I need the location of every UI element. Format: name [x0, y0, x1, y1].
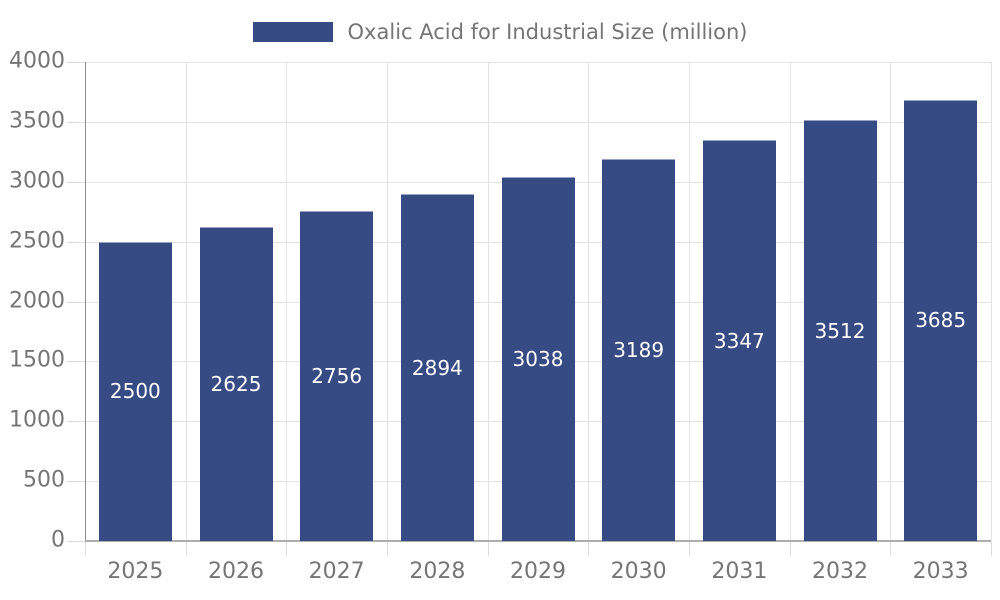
- y-axis-tick: [67, 301, 85, 303]
- legend[interactable]: Oxalic Acid for Industrial Size (million…: [0, 14, 1000, 50]
- x-axis-tick: [387, 542, 388, 556]
- bar-2026[interactable]: [199, 226, 273, 541]
- y-tick-label: 1000: [9, 407, 65, 433]
- x-gridline: [991, 62, 992, 541]
- y-axis-tick: [67, 181, 85, 183]
- x-gridline: [487, 62, 489, 541]
- y-tick-label: 3000: [9, 168, 65, 194]
- x-gridline: [387, 62, 388, 541]
- x-tick-label: 2026: [207, 559, 264, 584]
- x-axis-tick: [890, 542, 892, 556]
- x-gridline: [890, 62, 892, 541]
- y-tick-label: 3500: [9, 108, 65, 134]
- x-tick-label: 2031: [711, 559, 768, 584]
- x-axis-tick: [85, 542, 86, 556]
- x-gridline: [286, 62, 288, 541]
- x-axis-tick: [689, 542, 690, 556]
- x-tick-label: 2029: [509, 559, 566, 584]
- x-axis-tick: [991, 542, 992, 556]
- legend-label: Oxalic Acid for Industrial Size (million…: [347, 19, 748, 44]
- y-gridline: [85, 62, 991, 63]
- y-axis-tick: [67, 241, 85, 243]
- y-tick-label: 500: [23, 467, 65, 493]
- y-tick-label: 4000: [9, 48, 65, 74]
- x-axis-tick: [789, 542, 791, 556]
- bar-2032[interactable]: [803, 120, 877, 541]
- y-tick-label: 2000: [9, 288, 65, 314]
- x-tick-label: 2030: [610, 559, 667, 584]
- x-gridline: [689, 62, 690, 541]
- y-axis-tick: [67, 121, 85, 123]
- y-axis-tick: [67, 421, 85, 423]
- y-axis-tick: [67, 361, 85, 363]
- x-gridline: [185, 62, 187, 541]
- bar-2031[interactable]: [702, 140, 776, 541]
- y-tick-label: 2500: [9, 228, 65, 254]
- x-tick-label: 2028: [409, 559, 466, 584]
- y-gridline: [85, 121, 991, 123]
- bar-2027[interactable]: [300, 210, 374, 541]
- bar-2033[interactable]: [904, 99, 978, 541]
- y-axis-tick: [67, 62, 85, 63]
- x-gridline: [588, 62, 590, 541]
- y-axis-line: [85, 62, 86, 541]
- y-axis-tick: [67, 541, 85, 542]
- x-tick-label: 2032: [811, 559, 868, 584]
- bar-2029[interactable]: [501, 177, 575, 541]
- x-tick-label: 2025: [107, 559, 164, 584]
- y-axis-tick: [67, 481, 85, 483]
- y-tick-label: 1500: [9, 347, 65, 373]
- legend-swatch: [252, 22, 333, 42]
- x-axis-line: [85, 540, 991, 542]
- x-axis-tick: [487, 542, 489, 556]
- x-axis-tick: [286, 542, 288, 556]
- x-tick-label: 2027: [308, 559, 365, 584]
- plot-area: 0 500 1000 1500 2000 2500 3000 3500 4000 2500 2025…: [9, 50, 992, 583]
- bar-2030[interactable]: [602, 159, 676, 541]
- x-axis-tick: [588, 542, 590, 556]
- x-tick-label: 2033: [912, 559, 969, 584]
- x-gridline: [789, 62, 791, 541]
- bar-2025[interactable]: [98, 241, 172, 541]
- y-tick-label: 0: [51, 527, 65, 553]
- x-axis-tick: [185, 542, 187, 556]
- bar-2028[interactable]: [400, 194, 474, 541]
